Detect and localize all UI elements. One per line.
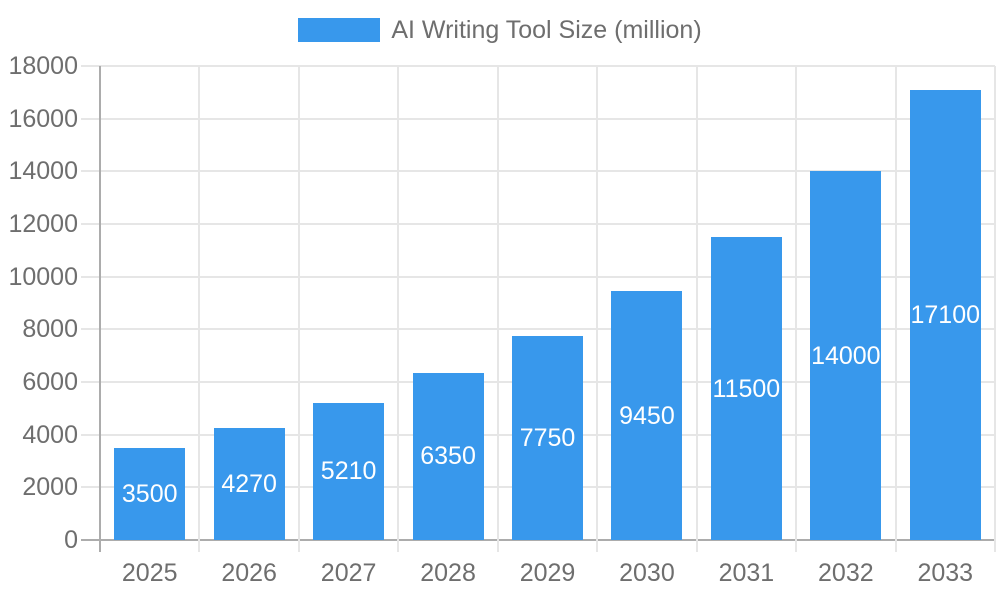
bar-value-label: 9450 bbox=[619, 401, 675, 430]
gridline-v bbox=[198, 66, 201, 552]
bar[interactable] bbox=[213, 427, 285, 540]
x-axis-label: 2025 bbox=[121, 559, 178, 587]
y-axis-label: 14000 bbox=[8, 157, 78, 186]
legend[interactable]: AI Writing Tool Size (million) bbox=[0, 17, 1000, 43]
gridline-v bbox=[894, 66, 897, 552]
y-axis-label: 10000 bbox=[8, 262, 78, 291]
gridline-v bbox=[795, 66, 798, 552]
bar[interactable] bbox=[313, 402, 385, 540]
bar-value-label: 7750 bbox=[519, 423, 576, 452]
y-axis-line bbox=[99, 66, 101, 552]
gridline-v bbox=[496, 66, 499, 552]
y-axis-label: 16000 bbox=[8, 104, 78, 133]
bar-value-label: 11500 bbox=[712, 374, 781, 403]
x-axis-label: 2029 bbox=[519, 559, 576, 587]
bar[interactable] bbox=[611, 291, 683, 540]
x-axis-label: 2031 bbox=[718, 559, 775, 587]
gridline-h bbox=[81, 328, 995, 331]
bar[interactable] bbox=[512, 335, 583, 540]
x-axis-label: 2032 bbox=[818, 559, 874, 587]
bar[interactable] bbox=[412, 372, 484, 540]
legend-label: AI Writing Tool Size (million) bbox=[391, 16, 702, 44]
gridline-v bbox=[596, 66, 599, 552]
gridline-v bbox=[994, 66, 996, 552]
y-axis-label: 12000 bbox=[8, 210, 78, 238]
x-axis-label: 2033 bbox=[917, 559, 974, 587]
x-axis-label: 2030 bbox=[619, 559, 675, 587]
x-axis-label: 2027 bbox=[320, 559, 377, 587]
bar-value-label: 17100 bbox=[910, 300, 981, 329]
gridline-h bbox=[81, 223, 995, 225]
x-axis-label: 2028 bbox=[420, 559, 476, 587]
y-axis-label: 6000 bbox=[22, 368, 78, 396]
bar-value-label: 14000 bbox=[811, 341, 881, 370]
bar-value-label: 6350 bbox=[420, 442, 476, 471]
gridline-v bbox=[397, 66, 400, 552]
y-axis-label: 18000 bbox=[8, 52, 78, 80]
x-axis-label: 2026 bbox=[221, 559, 277, 587]
bar[interactable] bbox=[710, 237, 782, 540]
y-axis-label: 0 bbox=[64, 526, 78, 554]
y-axis-label: 2000 bbox=[22, 473, 78, 502]
gridline-h bbox=[81, 170, 995, 173]
bar-value-label: 3500 bbox=[121, 479, 178, 508]
y-axis-label: 8000 bbox=[22, 315, 78, 344]
gridline-h bbox=[81, 117, 995, 120]
bar[interactable] bbox=[909, 89, 981, 540]
gridline-v bbox=[695, 66, 698, 552]
bar-value-label: 5210 bbox=[320, 457, 377, 486]
gridline-h bbox=[81, 65, 995, 67]
legend-swatch bbox=[298, 18, 381, 42]
gridline-h bbox=[81, 275, 995, 278]
bar-value-label: 4270 bbox=[221, 469, 277, 498]
bar[interactable] bbox=[114, 447, 186, 540]
y-axis-label: 4000 bbox=[22, 420, 78, 449]
bar[interactable] bbox=[810, 171, 882, 540]
x-axis-line bbox=[81, 539, 995, 541]
gridline-v bbox=[297, 66, 300, 552]
